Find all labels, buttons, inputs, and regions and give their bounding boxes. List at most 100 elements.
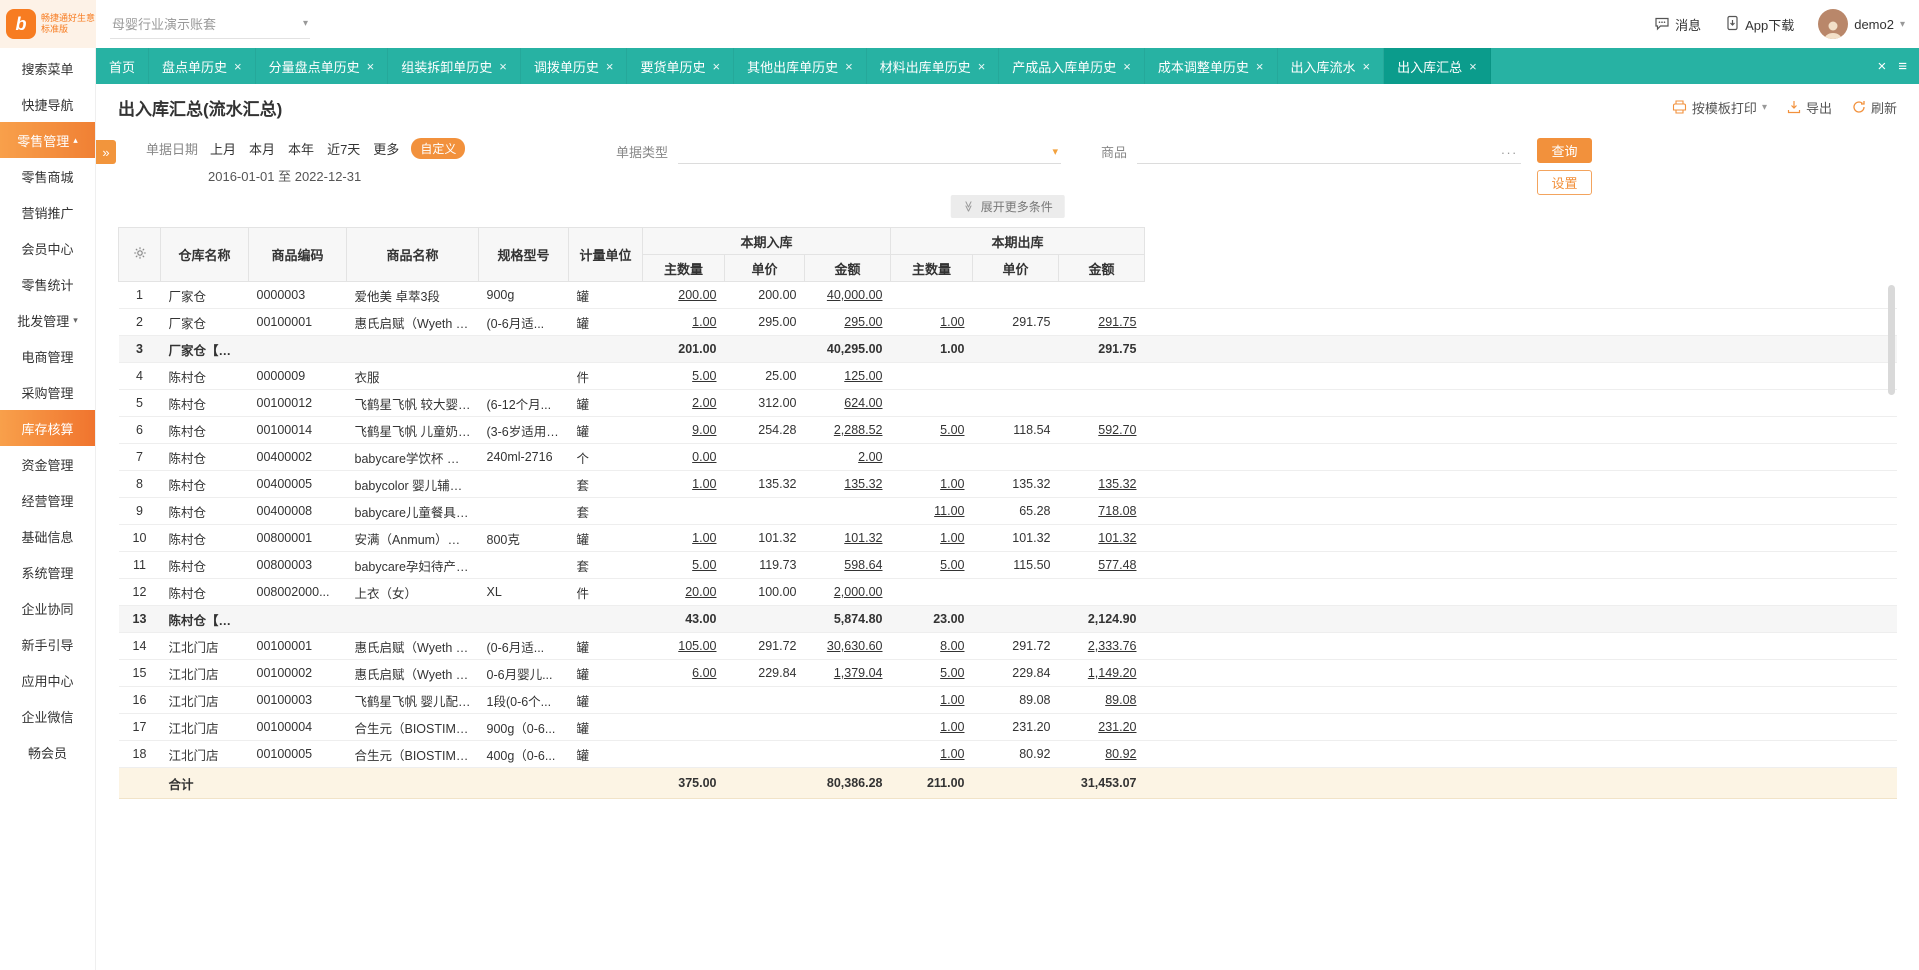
cell-in-qty-link[interactable]: 200.00	[678, 288, 717, 302]
cell-out-amount-link[interactable]: 101.32	[1098, 531, 1137, 545]
sidebar-item[interactable]: 零售管理 ▴	[0, 122, 95, 158]
cell-out-qty-link[interactable]: 1.00	[940, 531, 965, 545]
cell-out-amount-link[interactable]: 291.75	[1098, 315, 1137, 329]
cell-out-amount-link[interactable]: 592.70	[1098, 423, 1137, 437]
more-icon[interactable]: ...	[1501, 142, 1518, 157]
tab-close-icon[interactable]: ×	[1255, 58, 1264, 74]
cell-out-amount-link[interactable]: 2,333.76	[1087, 639, 1137, 653]
tab-7[interactable]: 材料出库单历史 ×	[867, 48, 1000, 84]
logo[interactable]: b 畅捷通好生意 标准版	[0, 0, 96, 48]
cell-out-amount-link[interactable]: 718.08	[1098, 504, 1137, 518]
cell-out-amount-link[interactable]: 135.32	[1098, 477, 1137, 491]
expand-more-button[interactable]: ≫ 展开更多条件	[950, 195, 1065, 218]
sidebar-item[interactable]: 经营管理	[0, 482, 95, 518]
date-range-value[interactable]: 2016-01-01 至 2022-12-31	[208, 169, 362, 184]
sidebar-item[interactable]: 电商管理	[0, 338, 95, 374]
cell-out-qty-link[interactable]: 5.00	[940, 666, 965, 680]
vertical-scrollbar[interactable]	[1888, 285, 1895, 395]
close-all-tabs-button[interactable]: ×	[1877, 57, 1887, 75]
cell-in-qty-link[interactable]: 5.00	[692, 369, 717, 383]
tab-4[interactable]: 调拨单历史 ×	[521, 48, 628, 84]
sidebar-item[interactable]: 快捷导航	[0, 86, 95, 122]
sidebar-item[interactable]: 畅会员	[0, 734, 95, 770]
cell-in-amount-link[interactable]: 40,000.00	[826, 288, 883, 302]
quick-range-button[interactable]: 本月	[249, 142, 276, 157]
settings-button[interactable]: 设置	[1537, 170, 1592, 195]
sidebar-item[interactable]: 批发管理 ▾	[0, 302, 95, 338]
tab-close-icon[interactable]: ×	[712, 58, 721, 74]
custom-date-badge[interactable]: 自定义	[411, 138, 466, 159]
cell-in-qty-link[interactable]: 2.00	[692, 396, 717, 410]
cell-out-qty-link[interactable]: 1.00	[940, 477, 965, 491]
quick-range-button[interactable]: 近7天	[327, 142, 361, 157]
cell-out-qty-link[interactable]: 5.00	[940, 558, 965, 572]
cell-in-amount-link[interactable]: 1,379.04	[833, 666, 883, 680]
cell-out-amount-link[interactable]: 1,149.20	[1087, 666, 1137, 680]
cell-out-amount-link[interactable]: 577.48	[1098, 558, 1137, 572]
cell-in-qty-link[interactable]: 9.00	[692, 423, 717, 437]
tab-10[interactable]: 出入库流水 ×	[1278, 48, 1385, 84]
cell-out-qty-link[interactable]: 1.00	[940, 747, 965, 761]
sidebar-item[interactable]: 库存核算	[0, 410, 95, 446]
sidebar-item[interactable]: 基础信息	[0, 518, 95, 554]
cell-out-amount-link[interactable]: 231.20	[1098, 720, 1137, 734]
quick-range-button[interactable]: 更多	[373, 142, 400, 157]
tab-1[interactable]: 盘点单历史 ×	[149, 48, 256, 84]
cell-out-amount-link[interactable]: 89.08	[1105, 693, 1137, 707]
sidebar-item[interactable]: 零售统计	[0, 266, 95, 302]
collapse-filter-button[interactable]: »	[96, 140, 116, 164]
tab-close-icon[interactable]: ×	[1123, 58, 1131, 74]
cell-in-amount-link[interactable]: 598.64	[844, 558, 883, 572]
tab-close-icon[interactable]: ×	[977, 58, 986, 74]
sidebar-item[interactable]: 营销推广	[0, 194, 95, 230]
tab-5[interactable]: 要货单历史 ×	[627, 48, 735, 84]
sidebar-item[interactable]: 资金管理	[0, 446, 95, 482]
cell-out-qty-link[interactable]: 11.00	[934, 504, 965, 518]
cell-out-qty-link[interactable]: 1.00	[940, 693, 965, 707]
cell-out-qty-link[interactable]: 5.00	[940, 423, 965, 437]
cell-in-amount-link[interactable]: 624.00	[844, 396, 883, 410]
cell-in-amount-link[interactable]: 101.32	[844, 531, 883, 545]
sidebar-item[interactable]: 应用中心	[0, 662, 95, 698]
cell-in-qty-link[interactable]: 5.00	[692, 558, 717, 572]
tab-close-icon[interactable]: ×	[1362, 58, 1371, 74]
sidebar-item[interactable]: 搜索菜单	[0, 50, 95, 86]
tab-9[interactable]: 成本调整单历史 ×	[1145, 48, 1278, 84]
sidebar-item[interactable]: 企业微信	[0, 698, 95, 734]
cell-in-amount-link[interactable]: 30,630.60	[826, 639, 883, 653]
tab-3[interactable]: 组装拆卸单历史 ×	[388, 48, 521, 84]
cell-in-qty-link[interactable]: 1.00	[692, 531, 717, 545]
account-select[interactable]: 母婴行业演示账套 ▾	[110, 9, 310, 39]
quick-range-button[interactable]: 上月	[210, 142, 237, 157]
sidebar-item[interactable]: 新手引导	[0, 626, 95, 662]
cell-in-qty-link[interactable]: 6.00	[692, 666, 717, 680]
product-input[interactable]: ...	[1137, 142, 1521, 164]
cell-in-amount-link[interactable]: 125.00	[844, 369, 883, 383]
tab-8[interactable]: 产成品入库单历史 ×	[999, 48, 1145, 84]
cell-in-amount-link[interactable]: 135.32	[844, 477, 883, 491]
cell-in-qty-link[interactable]: 1.00	[692, 477, 717, 491]
cell-in-amount-link[interactable]: 2,288.52	[833, 423, 883, 437]
tab-menu-button[interactable]: ≡	[1898, 57, 1907, 75]
tab-close-icon[interactable]: ×	[845, 58, 853, 74]
print-by-template-button[interactable]: 按模板打印 ▾	[1672, 98, 1767, 117]
cell-in-qty-link[interactable]: 105.00	[678, 639, 717, 653]
cell-in-amount-link[interactable]: 2,000.00	[833, 585, 883, 599]
cell-in-qty-link[interactable]: 1.00	[692, 315, 717, 329]
cell-in-amount-link[interactable]: 295.00	[844, 315, 883, 329]
tab-close-icon[interactable]: ×	[234, 58, 242, 74]
refresh-button[interactable]: 刷新	[1852, 98, 1897, 117]
export-button[interactable]: 导出	[1787, 98, 1832, 117]
tab-2[interactable]: 分量盘点单历史 ×	[256, 48, 389, 84]
quick-range-button[interactable]: 本年	[288, 142, 315, 157]
sidebar-item[interactable]: 企业协同	[0, 590, 95, 626]
cell-out-qty-link[interactable]: 1.00	[940, 720, 965, 734]
cell-in-amount-link[interactable]: 2.00	[858, 450, 883, 464]
sidebar-item[interactable]: 系统管理	[0, 554, 95, 590]
tab-11[interactable]: 出入库汇总 ×	[1384, 48, 1491, 84]
sidebar-item[interactable]: 零售商城	[0, 158, 95, 194]
cell-out-amount-link[interactable]: 80.92	[1105, 747, 1137, 761]
column-settings-button[interactable]	[118, 227, 161, 282]
search-button[interactable]: 查询	[1537, 138, 1592, 163]
tab-close-icon[interactable]: ×	[605, 58, 614, 74]
